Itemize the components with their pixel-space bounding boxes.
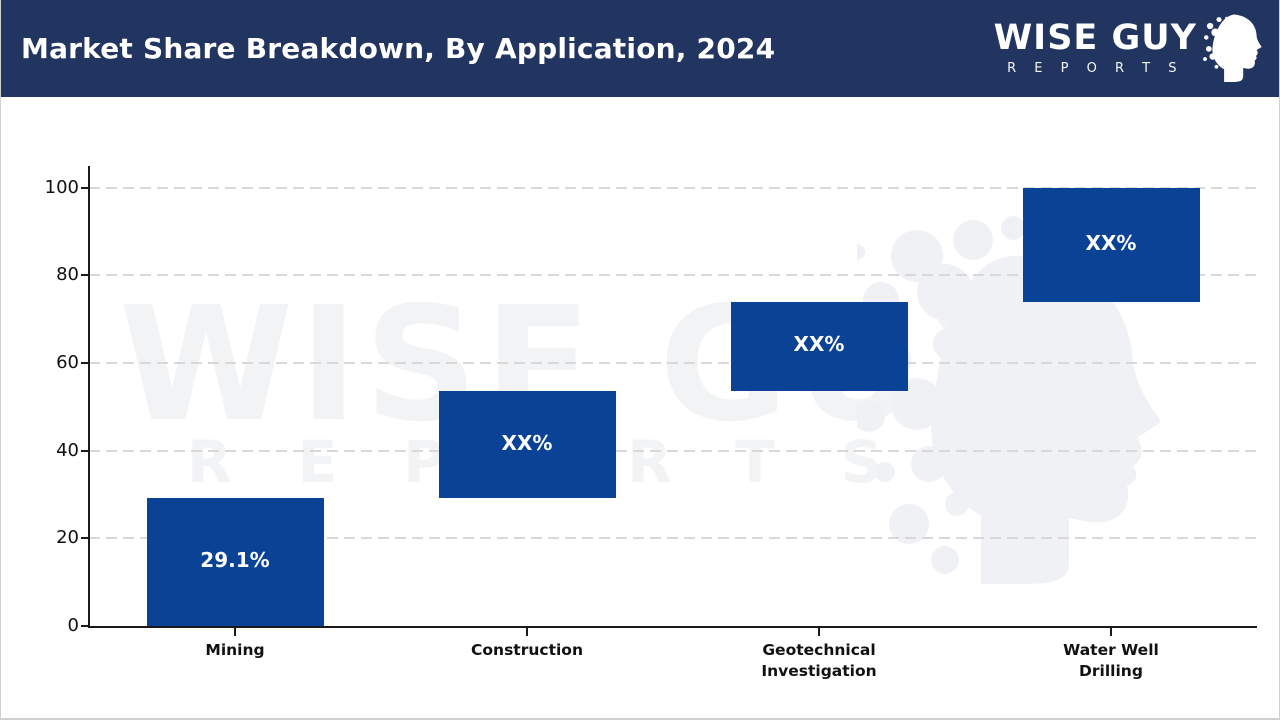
gridline-60 — [89, 361, 1257, 364]
y-tick-60 — [81, 361, 88, 364]
y-tick-0 — [81, 625, 88, 627]
wiseguy-logo-name: WISE GUY — [993, 18, 1197, 58]
y-tick-label-80: 80 — [56, 264, 79, 286]
y-tick-80 — [81, 274, 88, 277]
y-tick-20 — [81, 537, 88, 540]
gridline-20 — [89, 537, 1257, 540]
bar-water-well-drilling — [1022, 187, 1200, 302]
y-tick-100 — [81, 186, 88, 189]
wiseguy-logo-subtitle: R E P O R T S — [1007, 61, 1184, 76]
x-tick-construction — [526, 628, 528, 636]
y-tick-label-0: 0 — [67, 615, 79, 636]
y-tick-label-100: 100 — [44, 176, 79, 198]
bar-label-water-well-drilling: XX% — [1085, 230, 1137, 255]
x-tick-water-well-drilling — [1110, 628, 1112, 636]
x-tick-geotechnical-investigation — [818, 628, 820, 636]
category-label-water-well-drilling: Water Well Drilling — [1063, 641, 1159, 680]
bar-geotechnical-investigation — [730, 301, 908, 391]
wiseguy-head-icon — [1201, 12, 1265, 86]
wiseguy-logo-text: WISE GUY R E P O R T S — [993, 18, 1197, 77]
y-tick-label-20: 20 — [56, 527, 79, 549]
y-tick-label-40: 40 — [56, 439, 79, 461]
x-tick-mining — [234, 628, 236, 636]
y-tick-label-60: 60 — [56, 351, 79, 373]
gridline-40 — [89, 449, 1257, 452]
category-label-construction: Construction — [471, 641, 583, 659]
bar-label-mining: 29.1% — [200, 548, 270, 573]
bar-construction — [438, 390, 616, 499]
header-bar: Market Share Breakdown, By Application, … — [1, 0, 1279, 97]
gridline-100 — [89, 186, 1257, 189]
category-label-geotechnical-investigation: Geotechnical Investigation — [761, 641, 877, 680]
bar-mining — [146, 498, 324, 626]
category-label-mining: Mining — [205, 641, 265, 659]
y-tick-40 — [81, 449, 88, 452]
y-axis-line — [88, 165, 90, 628]
bar-label-geotechnical-investigation: XX% — [793, 332, 845, 357]
x-axis-line — [88, 626, 1257, 628]
gridline-80 — [89, 274, 1257, 277]
page-title: Market Share Breakdown, By Application, … — [21, 32, 776, 65]
bar-label-construction: XX% — [501, 430, 553, 455]
wiseguy-logo: WISE GUY R E P O R T S — [994, 12, 1265, 86]
